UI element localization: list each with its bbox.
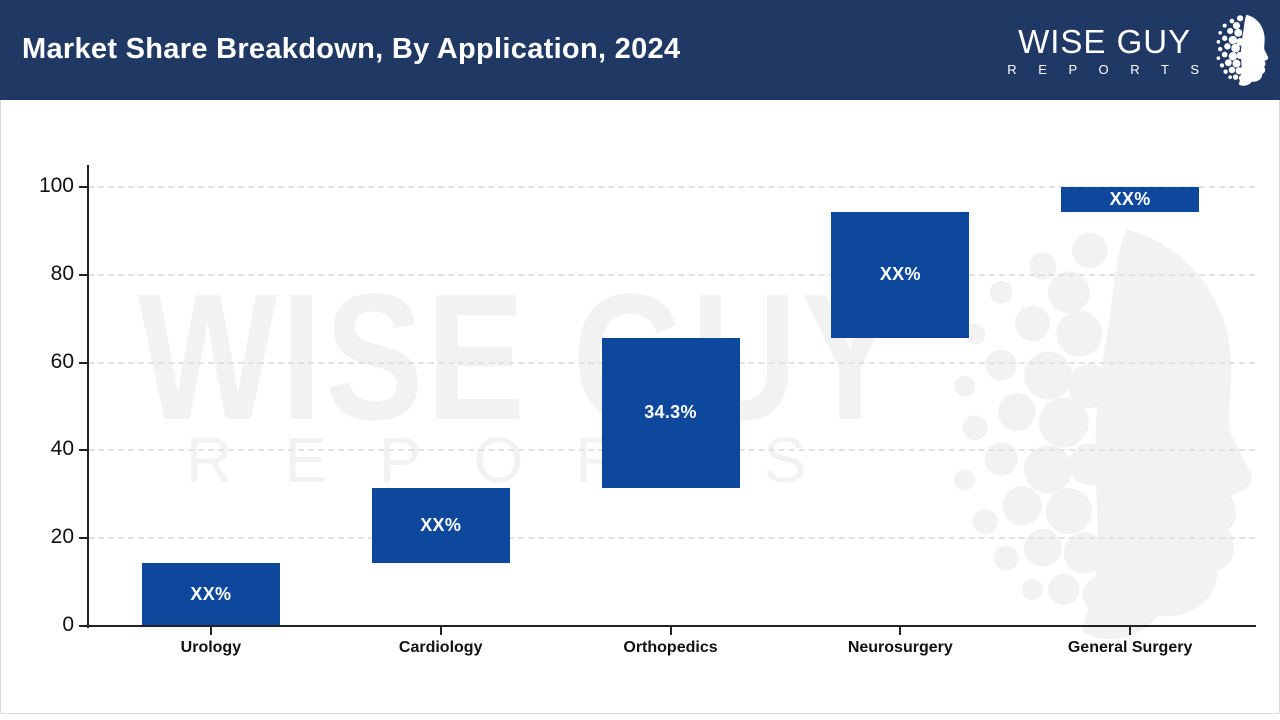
brand-head-icon [1212,12,1270,88]
x-category-label-urology: Urology [180,639,242,656]
x-category-label-cardiology: Cardiology [398,639,483,656]
header-band: Market Share Breakdown, By Application, … [0,0,1280,100]
bar-general-surgery: XX% [1061,187,1200,213]
y-tick-label-60: 60 [50,349,74,373]
y-tick-mark-100 [79,186,88,188]
x-axis-line [87,625,1256,627]
x-category-label-neurosurgery: Neurosurgery [847,639,953,656]
y-tick-label-40: 40 [50,437,74,461]
x-category-label-orthopedics: Orthopedics [623,639,718,656]
y-tick-mark-40 [79,449,88,452]
brand-logo: WISE GUY R E P O R T S [1001,12,1270,88]
bar-urology: XX% [141,563,280,626]
y-tick-mark-60 [79,361,88,364]
bar-value-label-cardiology: XX% [420,515,462,536]
x-tick-mark-neurosurgery [899,627,902,635]
bar-value-label-neurosurgery: XX% [879,264,921,285]
x-tick-mark-orthopedics [669,627,672,635]
brand-wordmark-reports: R E P O R T S [1007,61,1208,77]
watermark-text-wiseguy: WISE GUY [138,257,903,458]
x-tick-mark-urology [209,627,212,635]
x-tick-mark-cardiology [439,627,442,635]
bar-cardiology: XX% [371,488,510,564]
bar-value-label-urology: XX% [190,584,232,605]
bar-orthopedics: 34.3% [601,337,740,489]
brand-wordmark: WISE GUY R E P O R T S [1001,25,1208,76]
bar-value-label-general-surgery: XX% [1109,189,1151,209]
brand-wordmark-wiseguy: WISE GUY [1018,22,1192,60]
y-tick-mark-20 [79,537,88,540]
y-tick-mark-80 [79,273,88,276]
bar-value-label-orthopedics: 34.3% [644,402,697,423]
y-tick-mark-0 [79,625,88,627]
page-title: Market Share Breakdown, By Application, … [22,33,681,65]
y-axis-line [87,165,89,628]
gridline-100 [88,186,1255,188]
x-category-label-general-surgery: General Surgery [1067,639,1193,656]
bar-neurosurgery: XX% [831,212,970,338]
gridline-80 [88,273,1255,276]
x-tick-mark-general-surgery [1129,627,1132,635]
y-tick-label-80: 80 [50,261,74,285]
gridline-20 [88,537,1255,540]
y-tick-label-100: 100 [38,174,74,197]
y-tick-label-20: 20 [50,525,74,549]
y-tick-label-0: 0 [62,613,74,636]
